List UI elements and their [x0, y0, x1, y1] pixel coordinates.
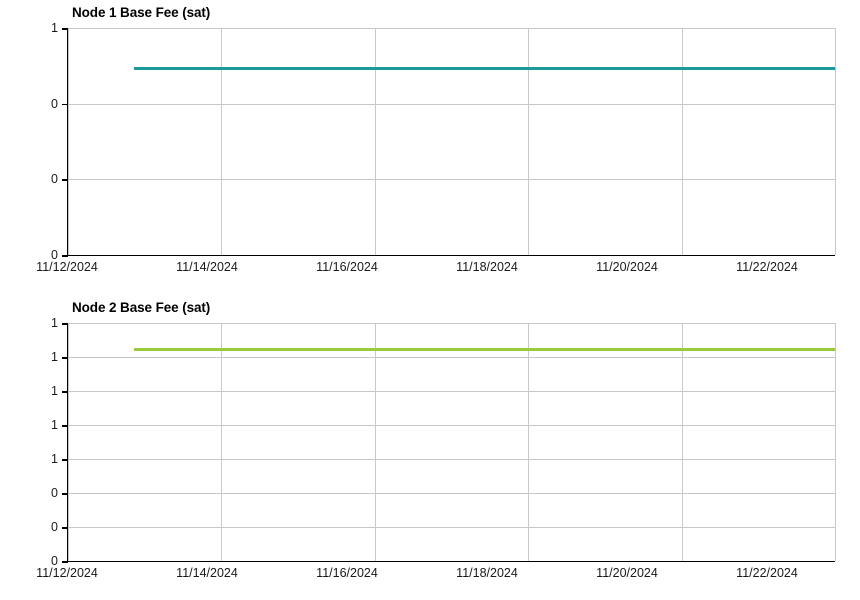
gridline-horizontal [68, 356, 835, 358]
gridline-vertical [528, 323, 530, 561]
x-axis-tick-label: 11/12/2024 [36, 260, 98, 274]
y-tick-mark [62, 103, 68, 106]
chart-title-node-2: Node 2 Base Fee (sat) [72, 300, 211, 315]
x-axis-tick-label: 11/20/2024 [596, 260, 658, 274]
y-axis-tick-label: 1 [51, 383, 58, 398]
series-line-node-1-base-fee [133, 67, 835, 71]
y-axis-tick-label: 0 [51, 172, 58, 187]
y-tick-mark [62, 28, 68, 30]
gridline-horizontal [68, 103, 835, 105]
gridline-horizontal [68, 424, 835, 426]
gridline-vertical [221, 323, 223, 561]
gridline-horizontal [68, 179, 835, 181]
gridline-vertical [681, 323, 683, 561]
gridline-vertical [835, 323, 836, 561]
x-axis-tick-label: 11/18/2024 [456, 260, 518, 274]
y-tick-mark [62, 323, 68, 325]
y-tick-mark [62, 424, 68, 427]
gridline-horizontal [68, 492, 835, 494]
y-axis-tick-label: 1 [51, 417, 58, 432]
y-tick-mark [62, 561, 68, 563]
y-axis-tick-label: 0 [51, 553, 58, 568]
x-axis-tick-label: 11/18/2024 [456, 566, 518, 580]
y-tick-mark [62, 356, 68, 359]
gridline-horizontal [68, 390, 835, 392]
x-axis-tick-label: 11/14/2024 [176, 566, 238, 580]
series-line-node-2-base-fee [133, 347, 835, 351]
x-axis-tick-label: 11/16/2024 [316, 260, 378, 274]
chart-title-node-1: Node 1 Base Fee (sat) [72, 5, 211, 20]
gridline-vertical [681, 28, 683, 255]
plot-area-node-1 [62, 28, 836, 257]
y-tick-mark [62, 526, 68, 529]
gridline-horizontal [68, 28, 835, 29]
gridline-horizontal [68, 323, 835, 324]
x-axis-tick-label: 11/14/2024 [176, 260, 238, 274]
y-axis-tick-label: 0 [51, 96, 58, 111]
gridline-vertical [68, 28, 69, 255]
plot-area-node-2 [62, 323, 836, 563]
gridline-vertical [528, 28, 530, 255]
y-axis-tick-label: 0 [51, 247, 58, 262]
y-tick-mark [62, 179, 68, 181]
y-axis-tick-label: 0 [51, 519, 58, 534]
gridline-vertical [374, 323, 376, 561]
y-axis-tick-label: 1 [51, 451, 58, 466]
y-axis-tick-label: 1 [51, 349, 58, 364]
gridline-vertical [221, 28, 223, 255]
y-axis-tick-label: 0 [51, 485, 58, 500]
y-axis-tick-label: 1 [51, 315, 58, 330]
y-tick-mark [62, 255, 68, 257]
y-axis-tick-label: 1 [51, 20, 58, 35]
gridline-horizontal [68, 526, 835, 528]
x-axis-tick-label: 11/20/2024 [596, 566, 658, 580]
x-axis-tick-label: 11/16/2024 [316, 566, 378, 580]
x-axis-tick-label: 11/22/2024 [736, 566, 798, 580]
chart-panel-node-2: Node 2 Base Fee (sat) 1 1 1 1 1 0 0 0 [0, 290, 860, 590]
y-tick-mark [62, 390, 68, 393]
chart-panel-node-1: Node 1 Base Fee (sat) 1 0 0 0 11/12/2024… [0, 0, 860, 295]
gridline-vertical [374, 28, 376, 255]
y-axis-labels-node-1: 1 0 0 0 [0, 22, 58, 261]
gridline-vertical [68, 323, 69, 561]
x-axis-labels-node-2: 11/12/2024 11/14/2024 11/16/2024 11/18/2… [0, 567, 860, 585]
x-axis-tick-label: 11/12/2024 [36, 566, 98, 580]
gridline-horizontal [68, 458, 835, 460]
gridline-vertical [835, 28, 836, 255]
y-axis-labels-node-2: 1 1 1 1 1 0 0 0 [0, 317, 58, 567]
x-axis-labels-node-1: 11/12/2024 11/14/2024 11/16/2024 11/18/2… [0, 261, 860, 279]
y-tick-mark [62, 458, 68, 461]
x-axis-tick-label: 11/22/2024 [736, 260, 798, 274]
y-tick-mark [62, 492, 68, 495]
